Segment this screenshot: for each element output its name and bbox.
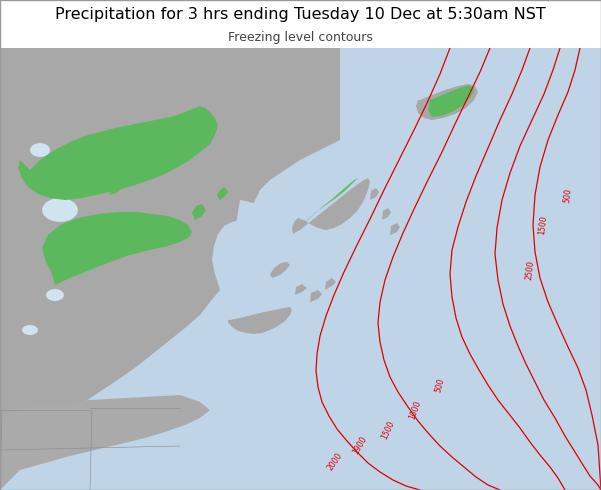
Polygon shape: [240, 126, 249, 138]
Text: 1500: 1500: [537, 215, 549, 235]
Polygon shape: [42, 212, 192, 285]
Polygon shape: [83, 172, 107, 188]
Polygon shape: [122, 135, 138, 145]
Polygon shape: [265, 147, 276, 160]
Polygon shape: [212, 220, 270, 300]
Text: Precipitation for 3 hrs ending Tuesday 10 Dec at 5:30am NST: Precipitation for 3 hrs ending Tuesday 1…: [55, 7, 546, 22]
Polygon shape: [310, 290, 322, 302]
Polygon shape: [30, 143, 50, 157]
Polygon shape: [302, 178, 358, 225]
Text: 2500: 2500: [524, 260, 535, 280]
Polygon shape: [65, 254, 85, 266]
Polygon shape: [138, 156, 152, 172]
Text: 500: 500: [563, 187, 573, 203]
Polygon shape: [18, 106, 218, 200]
Text: 500: 500: [434, 377, 446, 393]
Polygon shape: [390, 223, 400, 235]
Polygon shape: [108, 178, 122, 195]
Polygon shape: [292, 178, 370, 234]
Polygon shape: [228, 307, 292, 334]
Text: 1500: 1500: [380, 419, 396, 441]
Polygon shape: [46, 289, 64, 301]
Polygon shape: [192, 204, 206, 220]
Text: 2000: 2000: [326, 451, 344, 472]
Polygon shape: [382, 208, 391, 220]
Polygon shape: [42, 198, 78, 222]
Polygon shape: [295, 284, 307, 295]
Polygon shape: [162, 134, 176, 150]
Polygon shape: [217, 187, 228, 200]
Polygon shape: [270, 262, 290, 278]
Polygon shape: [0, 48, 340, 490]
Polygon shape: [0, 395, 210, 490]
Polygon shape: [428, 85, 474, 117]
Polygon shape: [280, 125, 292, 140]
Polygon shape: [300, 123, 309, 135]
Text: 1900: 1900: [351, 434, 369, 456]
Text: Freezing level contours: Freezing level contours: [228, 31, 373, 44]
Polygon shape: [325, 278, 336, 290]
Polygon shape: [82, 219, 96, 235]
Polygon shape: [416, 84, 478, 120]
Polygon shape: [22, 325, 38, 335]
Polygon shape: [370, 188, 379, 200]
Polygon shape: [228, 200, 292, 298]
Polygon shape: [96, 221, 124, 239]
Text: 1000: 1000: [407, 399, 423, 420]
